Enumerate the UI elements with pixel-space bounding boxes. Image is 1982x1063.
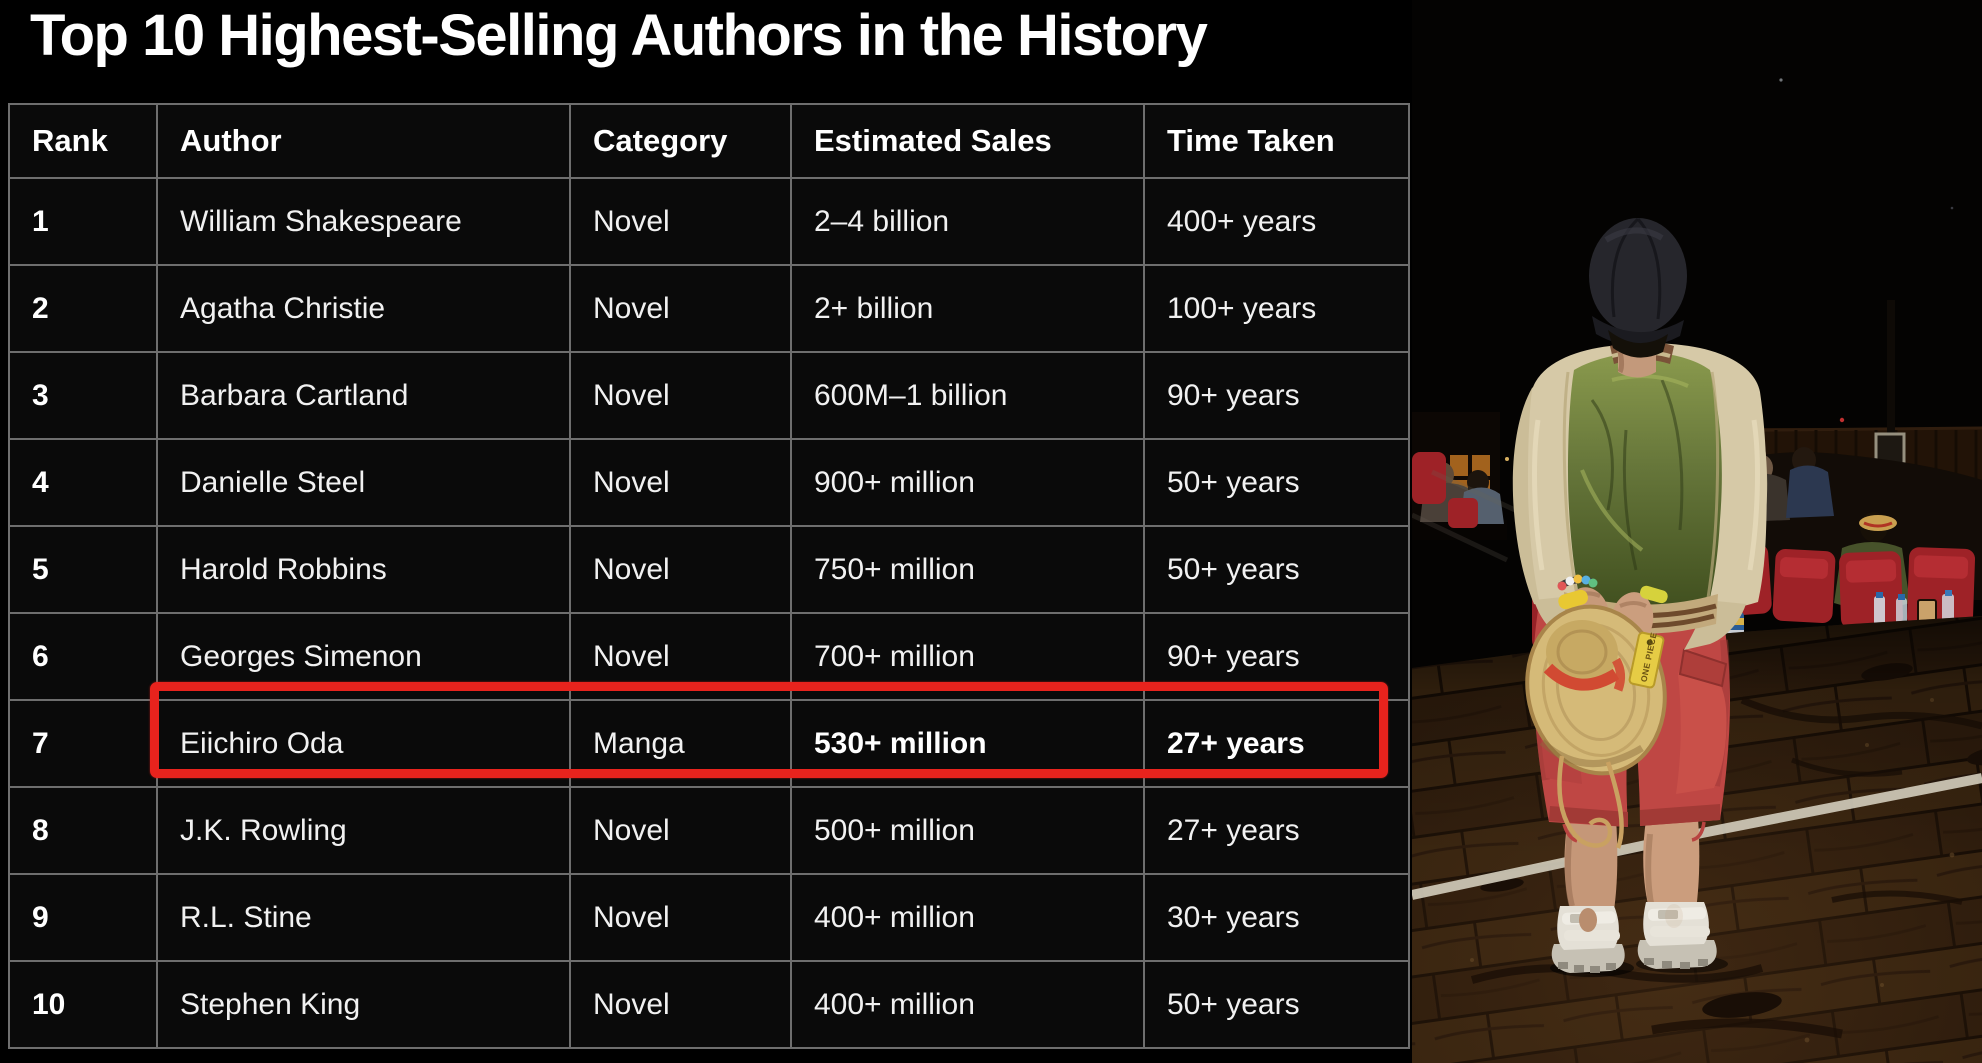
table-row-rank-9: 9 R.L. Stine Novel 400+ million 30+ years: [8, 873, 1410, 962]
table-row-rank-6: 6 Georges Simenon Novel 700+ million 90+ yea…: [8, 612, 1410, 701]
page-title: Top 10 Highest-Selling Authors in the Hi…: [30, 3, 1208, 68]
table-row-rank-4: 4 Danielle Steel Novel 900+ million 50+ year…: [8, 438, 1410, 527]
table-body: 1 William Shakespeare Novel 2–4 billion 400+…: [8, 177, 1410, 1049]
cell-sales: 400+ million: [790, 873, 1145, 962]
cell-category: Novel: [569, 786, 792, 875]
cell-author: Danielle Steel: [156, 438, 571, 527]
cell-author: Barbara Cartland: [156, 351, 571, 440]
cell-category: Novel: [569, 525, 792, 614]
table-row-rank-3: 3 Barbara Cartland Novel 600M–1 billion 90+ …: [8, 351, 1410, 440]
cell-rank: 1: [8, 177, 158, 266]
column-header-author: Author: [156, 103, 571, 179]
table-row-rank-2: 2 Agatha Christie Novel 2+ billion 100+ year…: [8, 264, 1410, 353]
cell-time: 27+ years: [1143, 699, 1410, 788]
cell-rank: 5: [8, 525, 158, 614]
cell-time: 90+ years: [1143, 351, 1410, 440]
cell-category: Novel: [569, 873, 792, 962]
hat-tag: ONE PIECE: [1628, 631, 1665, 689]
cell-rank: 7: [8, 699, 158, 788]
cell-category: Novel: [569, 351, 792, 440]
yellow-scrunchie: [1558, 589, 1588, 610]
cell-rank: 2: [8, 264, 158, 353]
cell-rank: 8: [8, 786, 158, 875]
head: [1589, 217, 1687, 378]
column-header-rank: Rank: [8, 103, 158, 179]
table-row-rank-1: 1 William Shakespeare Novel 2–4 billion 400+…: [8, 177, 1410, 266]
straw-hat: ONE PIECE: [1525, 604, 1667, 849]
table-row-rank-7: 7 Eiichiro Oda Manga 530+ million 27+ years: [8, 699, 1410, 788]
column-header-time-taken: Time Taken: [1143, 103, 1410, 179]
cell-time: 27+ years: [1143, 786, 1410, 875]
authors-table: Rank Author Category Estimated Sales Time Ta…: [8, 103, 1410, 1049]
cell-time: 400+ years: [1143, 177, 1410, 266]
cell-rank: 4: [8, 438, 158, 527]
person-figure: ONE PIECE: [1512, 217, 1768, 977]
cell-time: 30+ years: [1143, 873, 1410, 962]
cell-sales: 400+ million: [790, 960, 1145, 1049]
cell-time: 50+ years: [1143, 960, 1410, 1049]
cell-rank: 9: [8, 873, 158, 962]
cell-sales: 750+ million: [790, 525, 1145, 614]
cell-category: Novel: [569, 960, 792, 1049]
cell-category: Manga: [569, 699, 792, 788]
cell-sales: 500+ million: [790, 786, 1145, 875]
cell-rank: 10: [8, 960, 158, 1049]
cell-author: J.K. Rowling: [156, 786, 571, 875]
night-photo: ONE PIECE: [1412, 0, 1982, 1063]
cell-sales: 700+ million: [790, 612, 1145, 701]
table-panel: Top 10 Highest-Selling Authors in the Hi…: [8, 3, 1410, 1049]
table-row-rank-8: 8 J.K. Rowling Novel 500+ million 27+ years: [8, 786, 1410, 875]
table-header-row: Rank Author Category Estimated Sales Time Ta…: [8, 103, 1410, 179]
cell-time: 90+ years: [1143, 612, 1410, 701]
cell-sales: 900+ million: [790, 438, 1145, 527]
cell-sales: 2+ billion: [790, 264, 1145, 353]
bead-bracelet: [1557, 574, 1598, 591]
cell-time: 50+ years: [1143, 438, 1410, 527]
cell-category: Novel: [569, 438, 792, 527]
hat-cord: [1557, 755, 1624, 849]
cell-category: Novel: [569, 612, 792, 701]
photo-panel: ONE PIECE: [1412, 0, 1982, 1063]
flat-cap: [1589, 217, 1687, 358]
yellow-wristband: [1640, 585, 1668, 604]
cell-rank: 3: [8, 351, 158, 440]
cell-sales: 2–4 billion: [790, 177, 1145, 266]
cell-author: Harold Robbins: [156, 525, 571, 614]
cell-author: Stephen King: [156, 960, 571, 1049]
column-header-category: Category: [569, 103, 792, 179]
table-row-rank-10: 10 Stephen King Novel 400+ million 50+ years: [8, 960, 1410, 1049]
cell-author: R.L. Stine: [156, 873, 571, 962]
cell-time: 50+ years: [1143, 525, 1410, 614]
table-row-rank-5: 5 Harold Robbins Novel 750+ million 50+ year…: [8, 525, 1410, 614]
cell-author: Eiichiro Oda: [156, 699, 571, 788]
cell-time: 100+ years: [1143, 264, 1410, 353]
cell-rank: 6: [8, 612, 158, 701]
cell-sales: 530+ million: [790, 699, 1145, 788]
cell-author: Agatha Christie: [156, 264, 571, 353]
cell-sales: 600M–1 billion: [790, 351, 1145, 440]
cell-category: Novel: [569, 177, 792, 266]
column-header-estimated-sales: Estimated Sales: [790, 103, 1145, 179]
sandals: [1551, 902, 1717, 973]
cell-author: Georges Simenon: [156, 612, 571, 701]
cell-author: William Shakespeare: [156, 177, 571, 266]
cell-category: Novel: [569, 264, 792, 353]
